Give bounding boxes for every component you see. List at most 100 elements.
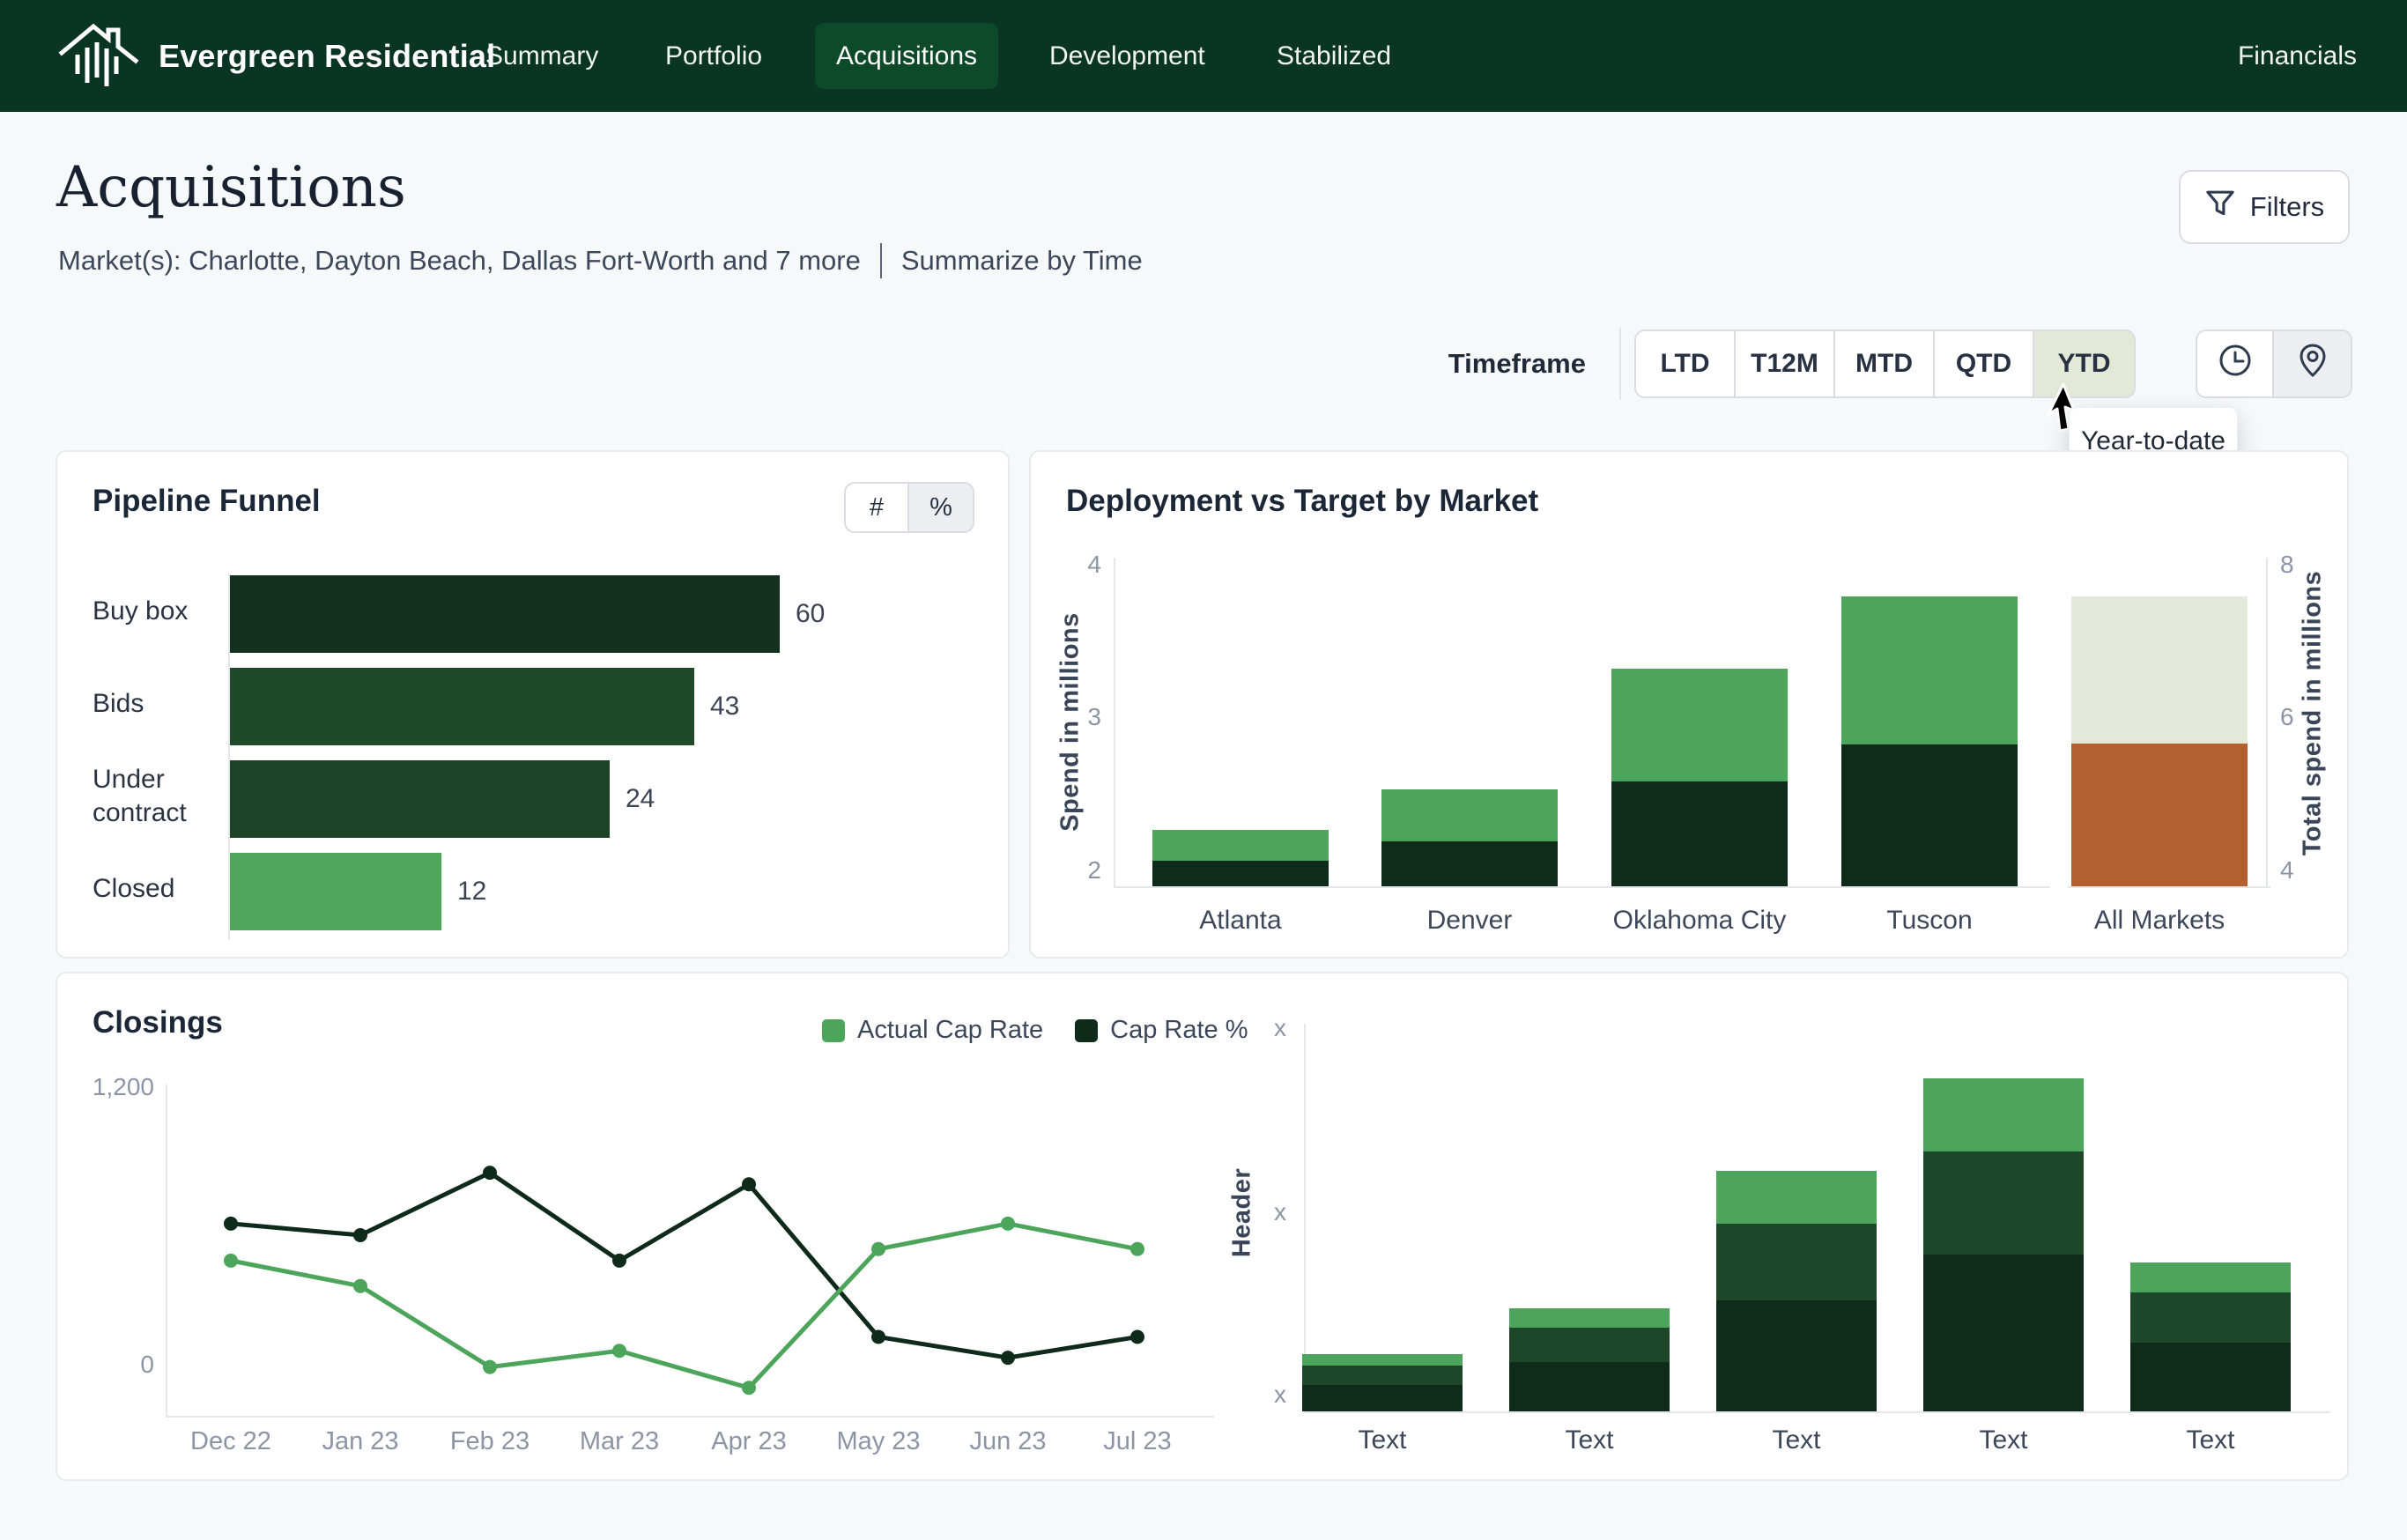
data-point[interactable]: [612, 1344, 626, 1359]
stacked-bar-segment-middle[interactable]: [1716, 1224, 1877, 1301]
timeframe-ltd-button[interactable]: LTD: [1636, 331, 1736, 396]
stacked-bar-segment-top[interactable]: [2130, 1262, 2291, 1293]
closings-y-tick-0: 0: [140, 1351, 154, 1378]
deployment-left-tick: 4: [1087, 551, 1101, 578]
closings-x-label: Jun 23: [969, 1427, 1047, 1455]
actual-cap-rate-label: Actual Cap Rate: [857, 1016, 1044, 1044]
timeframe-ytd-button-selected[interactable]: YTD: [2034, 331, 2134, 396]
closings-x-label: Jul 23: [1103, 1427, 1172, 1455]
stacked-bar-segment-bottom[interactable]: [1509, 1361, 1670, 1411]
stacked-bar-segment-top[interactable]: [1509, 1307, 1670, 1328]
map-pin-icon: [2293, 341, 2332, 387]
count-toggle-button-selected[interactable]: #: [846, 484, 909, 531]
deployment-baseline-markets: [1114, 886, 2050, 888]
line-cap-rate-: [230, 1170, 1138, 1360]
stacked-bar-segment-middle[interactable]: [1923, 1151, 2084, 1255]
nav-item-development[interactable]: Development: [1049, 41, 1205, 70]
funnel-bar-closed[interactable]: [230, 853, 441, 930]
time-view-button[interactable]: [2197, 331, 2274, 396]
funnel-category-label: Under contract: [93, 765, 187, 827]
deployment-bar-deployed-oklahoma-city[interactable]: [1611, 781, 1788, 886]
deployment-bar-remaining-tuscon[interactable]: [1841, 596, 2018, 744]
funnel-bar-value: 24: [626, 784, 655, 813]
stacked-bar-segment-bottom[interactable]: [1923, 1255, 2084, 1411]
nav-item-financials[interactable]: Financials: [2237, 41, 2357, 70]
stacked-bar-segment-top[interactable]: [1302, 1353, 1463, 1366]
data-point[interactable]: [1130, 1329, 1144, 1344]
data-point[interactable]: [224, 1253, 238, 1268]
data-point[interactable]: [612, 1253, 626, 1268]
stacked-bar-segment-middle[interactable]: [2130, 1292, 2291, 1343]
subtitle-summarize: Summarize by Time: [900, 245, 1143, 276]
brand-name: Evergreen Residential: [159, 37, 496, 74]
deployment-left-axis: [1114, 558, 1115, 888]
data-point[interactable]: [742, 1381, 756, 1396]
closings-x-label: Mar 23: [579, 1427, 660, 1455]
deployment-baseline-all: [2068, 886, 2270, 888]
deployment-bar-deployed-tuscon[interactable]: [1841, 744, 2018, 886]
data-point[interactable]: [353, 1278, 367, 1293]
nav-item-stabilized[interactable]: Stabilized: [1277, 41, 1392, 70]
pipeline-funnel-panel: Pipeline Funnel # % Buy box 60 Bids 43 Under…: [56, 450, 1010, 959]
stacked-x-label: Text: [2186, 1425, 2235, 1455]
deployment-panel: Deployment vs Target by Market Spend in …: [1029, 450, 2349, 959]
percent-toggle-button[interactable]: %: [909, 484, 973, 531]
funnel-category-label: Closed: [93, 874, 175, 903]
stacked-bar-segment-bottom[interactable]: [2130, 1342, 2291, 1411]
data-point[interactable]: [1001, 1351, 1015, 1366]
count-percent-toggle: # %: [844, 482, 974, 533]
closings-x-label: May 23: [836, 1427, 921, 1455]
timeframe-qtd-button[interactable]: QTD: [1935, 331, 2034, 396]
timeframe-mtd-button[interactable]: MTD: [1835, 331, 1935, 396]
legend-item-cap-rate-pct[interactable]: Cap Rate %: [1075, 1016, 1248, 1045]
stacked-y-axis: [1304, 1024, 1306, 1413]
stacked-bar-segment-top[interactable]: [1716, 1170, 1877, 1225]
deployment-bar-deployed-all-markets[interactable]: [2071, 744, 2248, 886]
stacked-bar-segment-middle[interactable]: [1509, 1327, 1670, 1362]
data-point[interactable]: [224, 1216, 238, 1231]
data-point[interactable]: [1001, 1216, 1015, 1231]
stacked-bar-segment-top[interactable]: [1923, 1078, 2084, 1151]
deployment-right-tick: 6: [2280, 703, 2294, 730]
data-point[interactable]: [353, 1228, 367, 1242]
deployment-bar-remaining-denver[interactable]: [1381, 789, 1558, 841]
deployment-right-axis: [2266, 558, 2268, 888]
funnel-bar-bids[interactable]: [230, 668, 694, 745]
funnel-axis-line: [228, 574, 230, 940]
stacked-x-label: Text: [1565, 1425, 1614, 1455]
data-point[interactable]: [871, 1329, 885, 1344]
filters-button[interactable]: Filters: [2179, 170, 2350, 244]
timeframe-t12m-button[interactable]: T12M: [1736, 331, 1835, 396]
data-point[interactable]: [742, 1177, 756, 1192]
deployment-right-tick: 8: [2280, 551, 2294, 578]
data-point[interactable]: [1130, 1241, 1144, 1256]
legend-item-actual-cap-rate[interactable]: Actual Cap Rate: [822, 1016, 1043, 1045]
closings-legend: Actual Cap Rate Cap Rate %: [822, 1016, 1248, 1045]
closings-y-axis: [166, 1085, 167, 1416]
page-subtitle: Market(s): Charlotte, Dayton Beach, Dall…: [58, 243, 1143, 278]
timeframe-label: Timeframe: [1448, 348, 1586, 379]
data-point[interactable]: [483, 1166, 497, 1181]
funnel-bar-under-contract[interactable]: [230, 760, 610, 838]
stacked-bar-segment-middle[interactable]: [1302, 1365, 1463, 1385]
line-actual-cap-rate: [230, 1221, 1138, 1391]
data-point[interactable]: [483, 1359, 497, 1374]
brand[interactable]: Evergreen Residential: [58, 0, 495, 112]
stacked-x-label: Text: [1772, 1425, 1821, 1455]
nav-item-summary[interactable]: Summary: [485, 41, 599, 70]
closings-x-label: Feb 23: [449, 1427, 530, 1455]
funnel-bar-buy-box[interactable]: [230, 575, 780, 653]
deployment-bar-remaining-oklahoma-city[interactable]: [1611, 668, 1788, 782]
cap-rate-pct-swatch: [1075, 1018, 1099, 1042]
market-view-button[interactable]: [2274, 331, 2351, 396]
closings-y-tick-1200: 1,200: [92, 1073, 154, 1100]
stacked-bar-segment-bottom[interactable]: [1302, 1384, 1463, 1411]
deployment-bar-deployed-atlanta[interactable]: [1152, 860, 1329, 886]
deployment-bar-remaining-all-markets[interactable]: [2071, 596, 2248, 744]
deployment-bar-deployed-denver[interactable]: [1381, 840, 1558, 886]
data-point[interactable]: [871, 1241, 885, 1256]
nav-item-acquisitions-active[interactable]: Acquisitions: [815, 23, 998, 89]
stacked-bar-segment-bottom[interactable]: [1716, 1300, 1877, 1411]
nav-item-portfolio[interactable]: Portfolio: [665, 41, 763, 70]
deployment-bar-remaining-atlanta[interactable]: [1152, 829, 1329, 861]
